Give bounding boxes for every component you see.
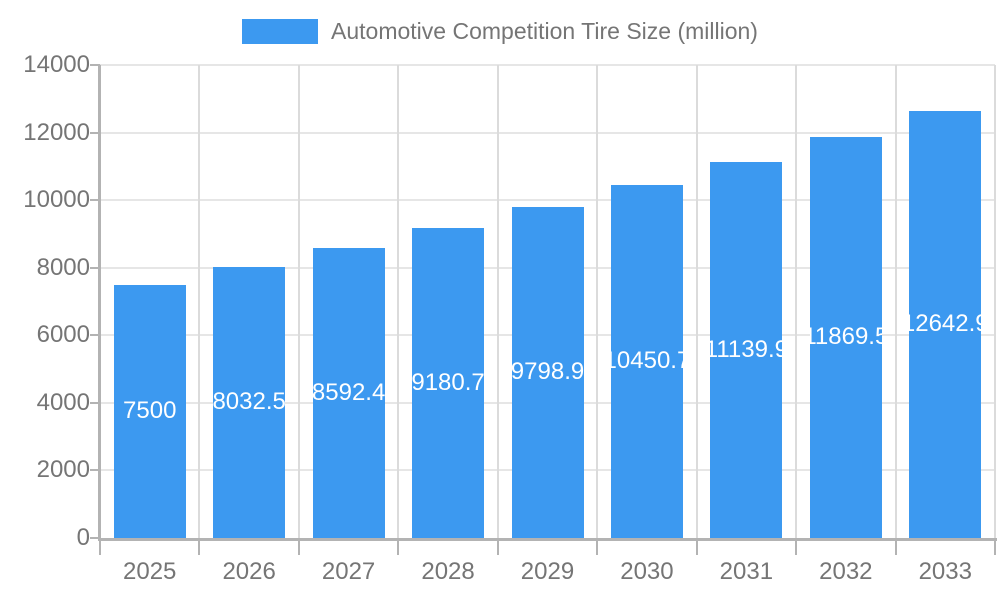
bar-value-label: 9798.9 [511,358,584,386]
x-tick-label: 2026 [222,558,276,585]
bar-value-label: 11869.5 [810,323,882,351]
bar[interactable]: 8592.4 [312,247,385,538]
y-tick-mark [90,64,100,66]
x-tick-label: 2032 [819,558,873,585]
x-tick-mark [994,538,996,555]
v-gridline [695,65,698,538]
x-tick-mark [297,538,300,555]
v-gridline [397,65,400,538]
y-tick-mark [90,537,100,539]
bar[interactable]: 11869.5 [809,136,882,538]
y-tick-mark [90,469,100,472]
bar-value-label: 9180.7 [412,368,485,396]
y-tick-label: 10000 [23,186,90,214]
v-gridline [795,65,798,538]
y-tick-mark [90,266,100,269]
y-tick-mark [90,131,100,134]
x-tick-mark [496,538,499,555]
v-gridline [496,65,499,538]
x-tick-mark [99,538,101,555]
y-tick-label: 4000 [36,388,90,416]
bar[interactable]: 10450.7 [610,184,683,538]
x-tick-mark [695,538,698,555]
x-tick-label: 2027 [321,558,376,585]
x-tick-label: 2028 [421,558,475,585]
bar[interactable]: 7500 [113,284,186,538]
bar-value-label: 12642.9 [909,310,981,338]
y-tick-mark [90,334,100,337]
x-tick-label: 2031 [719,558,774,585]
y-tick-label: 8000 [36,253,90,281]
bar-value-label: 7500 [123,397,177,425]
y-tick-label: 0 [76,524,90,551]
x-tick-label: 2033 [918,558,972,585]
y-axis-line [98,65,101,538]
bar-value-label: 8032.5 [213,388,286,416]
v-gridline [596,65,599,538]
v-gridline [994,65,996,538]
x-tick-label: 2029 [520,558,575,585]
bar[interactable]: 12642.9 [909,110,982,538]
x-tick-label: 2025 [123,558,177,585]
y-tick-label: 14000 [23,51,90,78]
legend[interactable]: Automotive Competition Tire Size (millio… [0,17,1000,45]
bar-value-label: 8592.4 [312,378,385,406]
y-tick-mark [90,401,100,404]
h-gridline [100,64,995,66]
x-tick-mark [198,538,201,555]
y-tick-mark [90,199,100,202]
x-tick-mark [894,538,897,555]
h-gridline [100,131,995,134]
legend-swatch[interactable] [242,18,319,44]
x-axis-line [98,538,997,541]
y-tick-label: 6000 [36,321,90,349]
y-tick-label: 12000 [23,118,90,146]
bar[interactable]: 9798.9 [511,206,584,538]
x-tick-label: 2030 [620,558,674,585]
h-gridline [100,199,995,202]
bar[interactable]: 9180.7 [412,227,485,538]
bar-value-label: 10450.7 [611,347,683,375]
v-gridline [198,65,201,538]
v-gridline [894,65,897,538]
v-gridline [297,65,300,538]
x-tick-mark [397,538,400,555]
y-tick-label: 2000 [36,456,90,484]
bar[interactable]: 8032.5 [213,266,286,538]
bar-value-label: 11139.9 [710,335,783,363]
x-tick-mark [596,538,599,555]
legend-series-label: Automotive Competition Tire Size (millio… [331,18,758,44]
bar[interactable]: 11139.9 [710,161,783,538]
x-tick-mark [795,538,798,555]
